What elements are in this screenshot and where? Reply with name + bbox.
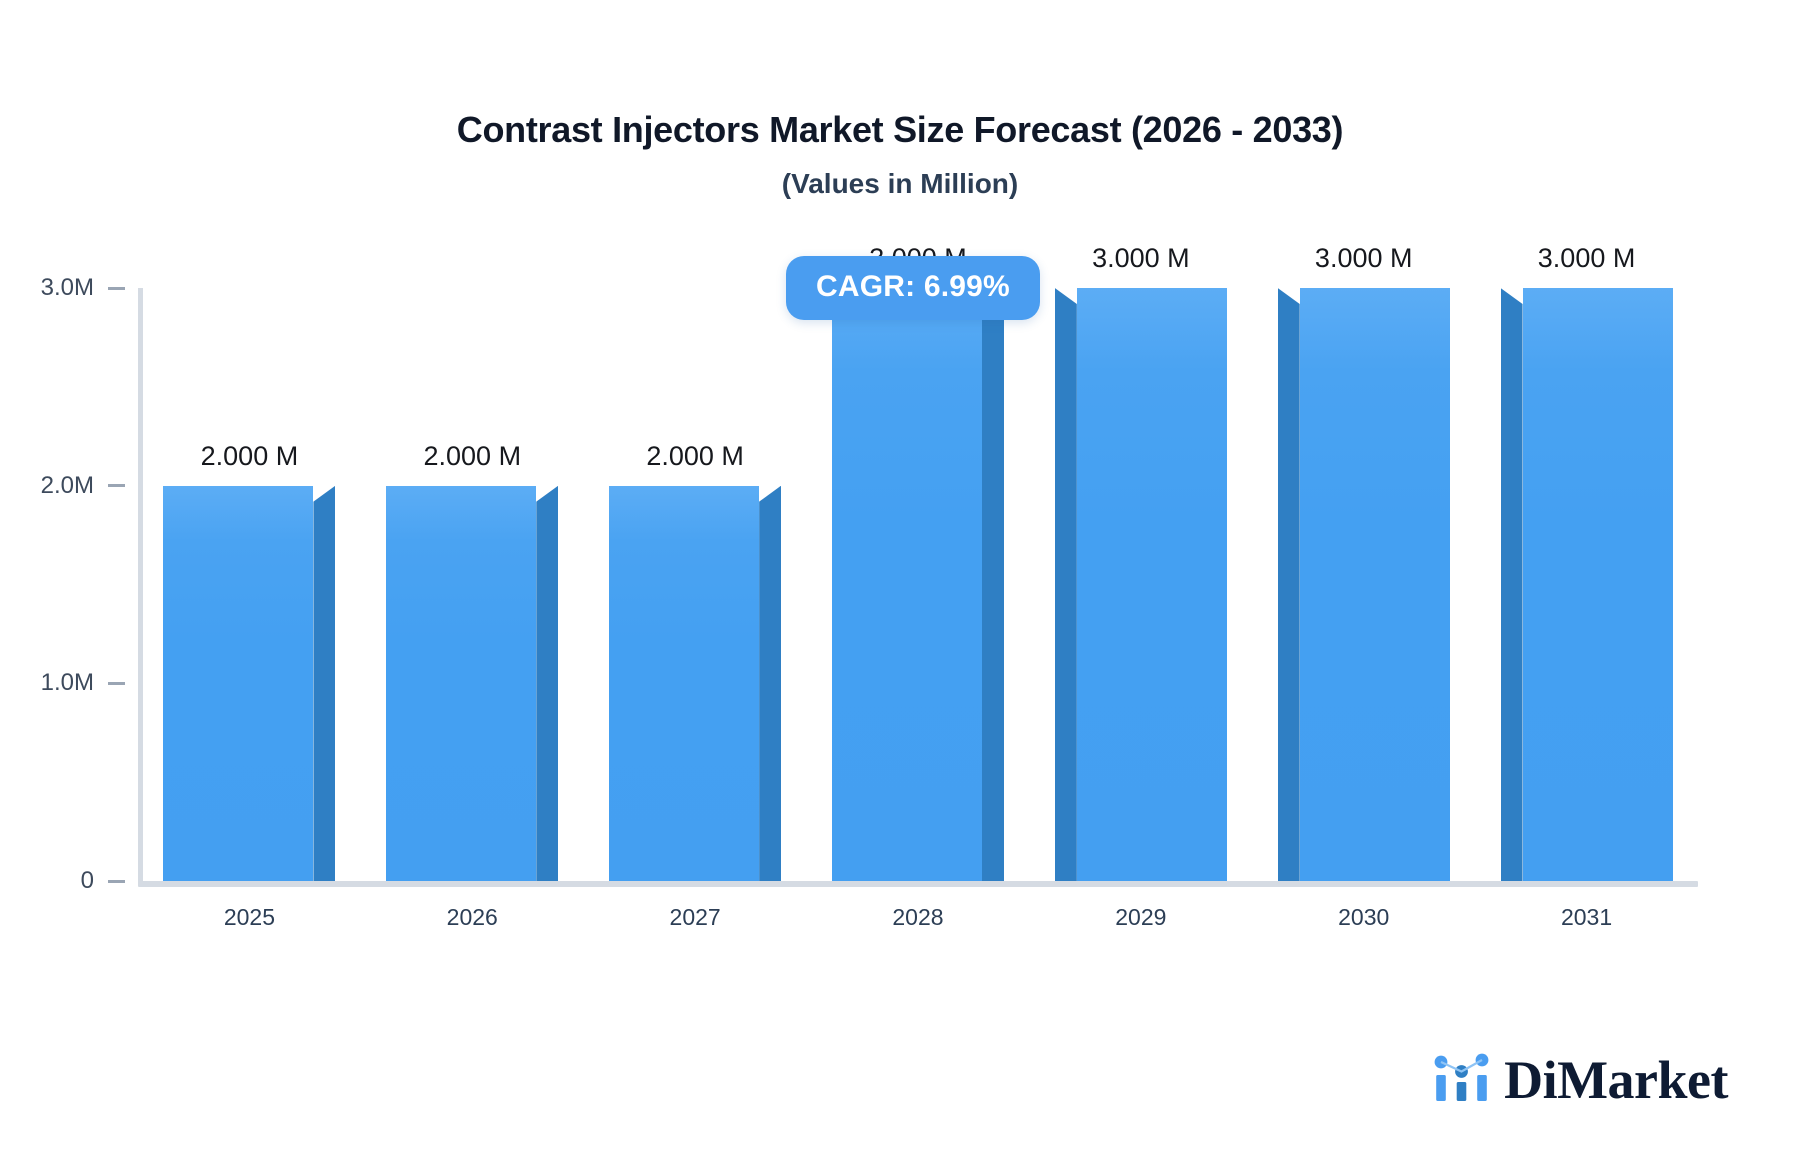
y-axis-tick-mark xyxy=(108,286,125,290)
y-axis-tick-label: 3.0M xyxy=(40,274,94,301)
bar-3d-side xyxy=(1277,288,1300,881)
x-axis-label-2029: 2029 xyxy=(1115,904,1167,930)
bar-face xyxy=(832,288,982,881)
x-axis-label-2026: 2026 xyxy=(446,904,498,930)
y-axis-line xyxy=(138,288,143,886)
bar-face xyxy=(1299,288,1450,881)
bar-value-label: 2.000 M xyxy=(423,440,522,471)
bar-2025[interactable]: 2.000 M xyxy=(163,441,336,881)
bar-3d-side xyxy=(982,288,1004,881)
bar-3d-side xyxy=(536,485,559,881)
bar-2030[interactable]: 3.000 M xyxy=(1277,243,1450,881)
bar-2029[interactable]: 3.000 M xyxy=(1054,243,1227,881)
brand-logo: DiMarket xyxy=(1434,1051,1728,1108)
bar-2028[interactable]: 3.000 M xyxy=(832,243,1004,881)
bar-value-label: 3.000 M xyxy=(1092,243,1190,273)
x-axis-label-2027: 2027 xyxy=(669,904,721,930)
x-axis-label-2031: 2031 xyxy=(1560,904,1613,930)
chart-header: Contrast Injectors Market Size Forecast … xyxy=(0,108,1800,201)
bar-face xyxy=(1522,288,1673,881)
x-axis-label-2025: 2025 xyxy=(223,904,275,930)
bar-face xyxy=(386,485,537,881)
bar-value-label: 3.000 M xyxy=(1314,243,1413,273)
bars-layer: 2.000 M 2.000 M 2.000 M 3.000 M 3.000 M 3.000… xyxy=(138,243,1698,881)
chart-title: Contrast Injectors Market Size Forecast … xyxy=(456,109,1344,150)
bar-value-label: 2.000 M xyxy=(646,440,744,471)
bar-2027[interactable]: 2.000 M xyxy=(609,441,782,881)
bar-face xyxy=(1076,288,1227,881)
bar-value-label: 2.000 M xyxy=(200,440,299,471)
x-axis-baseline xyxy=(138,881,1698,887)
plot-area: 3.0M 2.0M 1.0M 0 2.000 M 2.000 M 2.000 M 3.000… xyxy=(41,243,1698,894)
y-axis-tick-label: 1.0M xyxy=(40,669,94,697)
x-axis-label-2028: 2028 xyxy=(892,904,944,930)
y-axis-tick-mark xyxy=(108,484,125,488)
bar-3d-side xyxy=(313,485,336,881)
x-axis-label-2030: 2030 xyxy=(1338,904,1390,930)
bar-face xyxy=(609,485,760,881)
chart-subtitle: (Values in Million) xyxy=(781,168,1019,200)
x-axis-labels: 2025 2026 2027 2028 2029 2030 2031 xyxy=(138,904,1698,944)
y-axis-tick-label: 2.0M xyxy=(40,471,94,499)
bar-face xyxy=(163,485,314,881)
bar-2026[interactable]: 2.000 M xyxy=(386,441,559,881)
y-axis-tick-label: 0 xyxy=(80,867,94,894)
y-axis-tick-mark xyxy=(108,879,125,883)
bar-3d-side xyxy=(1500,288,1523,881)
bar-2031[interactable]: 3.000 M xyxy=(1500,243,1673,881)
bar-chart-dots-icon xyxy=(1434,1051,1490,1108)
brand-name: DiMarket xyxy=(1504,1049,1728,1110)
bar-value-label: 3.000 M xyxy=(1537,243,1636,273)
y-axis-tick-mark xyxy=(108,681,125,685)
bar-3d-side xyxy=(1054,288,1077,881)
bar-3d-side xyxy=(759,485,782,881)
cagr-annotation-badge: CAGR: 6.99% xyxy=(786,256,1040,320)
